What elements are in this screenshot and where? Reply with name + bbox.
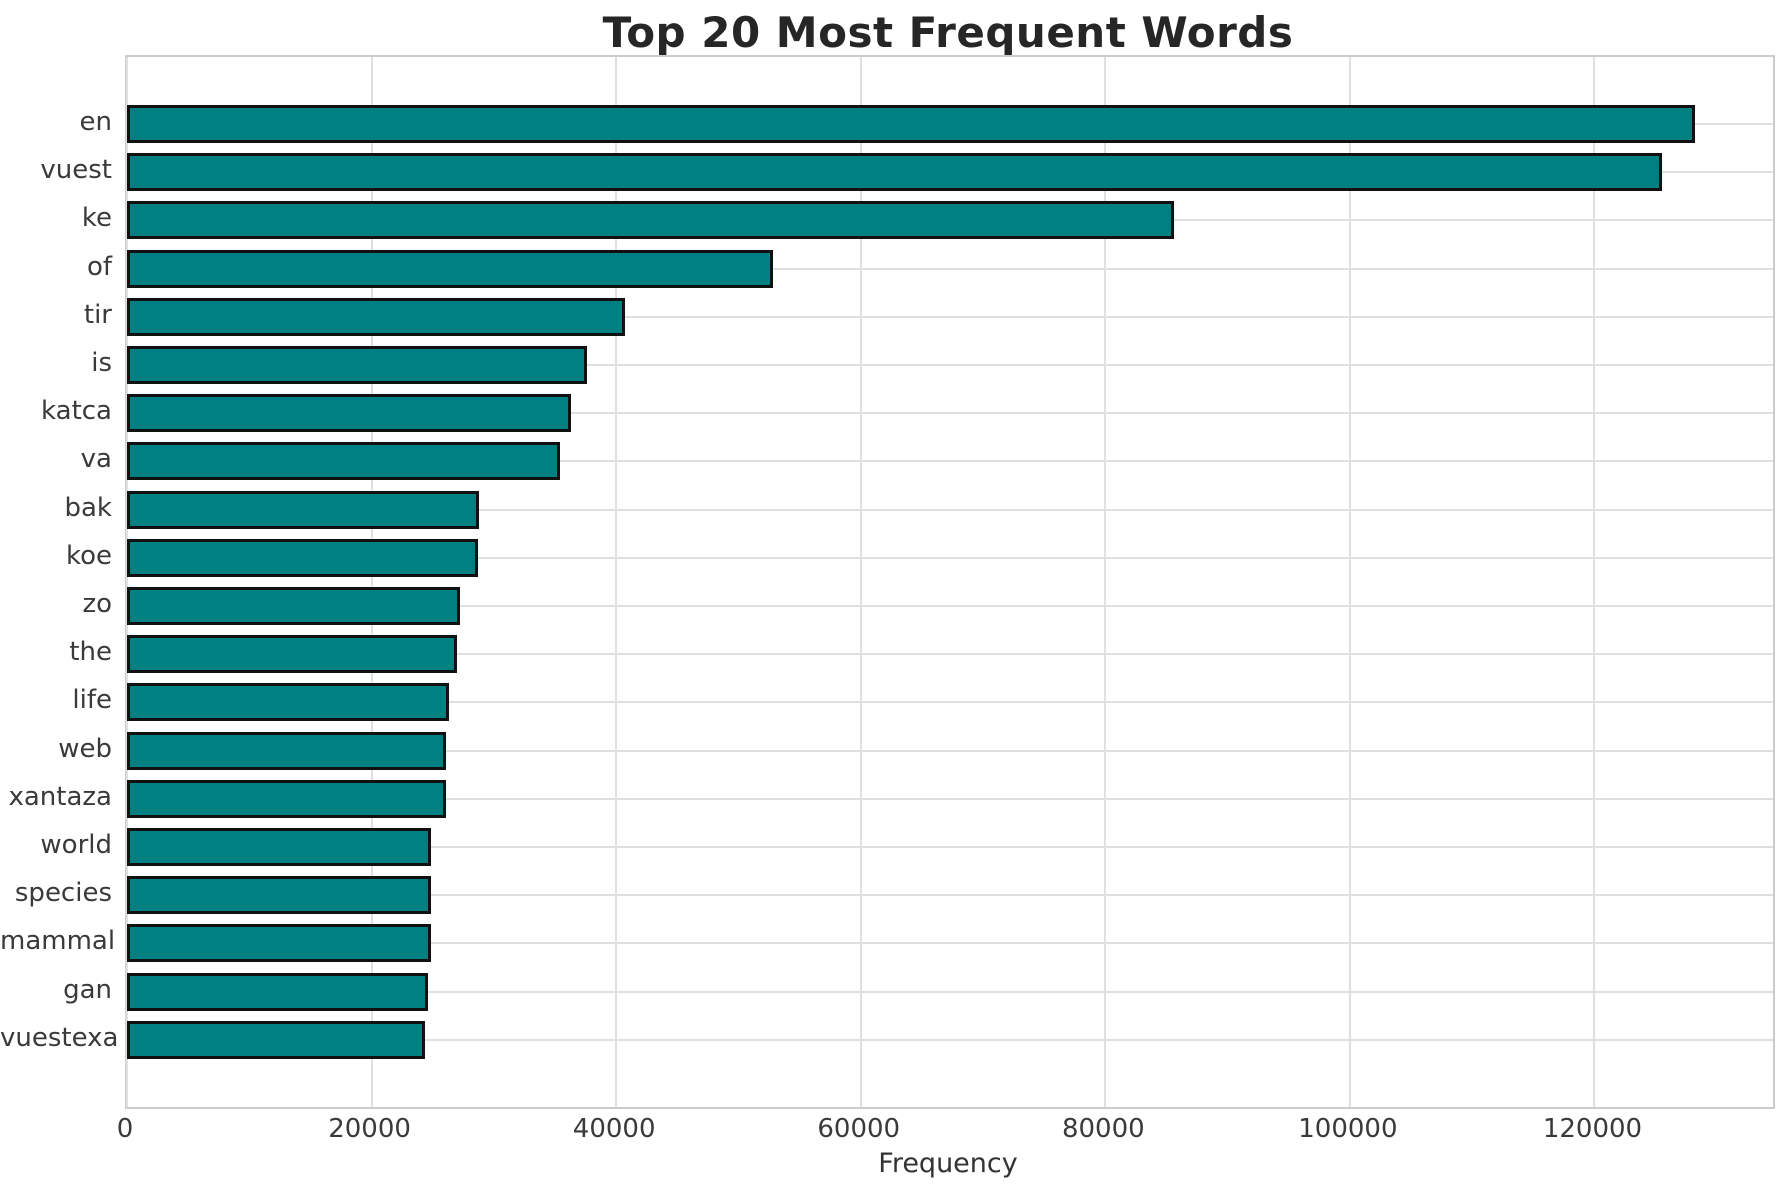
y-gridline	[127, 605, 1773, 607]
bar-en	[127, 105, 1695, 143]
y-tick-label-is: is	[91, 348, 112, 378]
x-gridline	[370, 57, 373, 1107]
bar-va	[127, 442, 560, 481]
y-gridline	[127, 701, 1773, 704]
x-tick-label: 20000	[328, 1114, 411, 1144]
y-tick-label-ke: ke	[81, 203, 112, 234]
y-tick-label-web: web	[58, 733, 112, 764]
x-gridline	[1348, 57, 1351, 1107]
x-tick-label: 120000	[1542, 1114, 1643, 1144]
x-gridline	[1593, 57, 1596, 1107]
x-gridline	[1104, 57, 1107, 1107]
bar-life	[127, 683, 449, 722]
x-tick-label: 100000	[1298, 1114, 1398, 1144]
y-tick-label-mammal: mammal	[0, 926, 116, 957]
y-tick-label-vuest: vuest	[40, 155, 112, 186]
y-tick-label-bak: bak	[64, 492, 113, 523]
x-tick-label: 40000	[572, 1114, 656, 1144]
bar-zo	[127, 587, 460, 625]
y-tick-label-vuestexa: vuestexa	[0, 1022, 119, 1053]
x-gridline	[859, 57, 862, 1107]
bar-katca	[127, 394, 571, 433]
y-gridline	[127, 508, 1773, 511]
bar-tir	[127, 297, 625, 336]
y-tick-label-life: life	[72, 685, 112, 716]
y-tick-label-tir: tir	[83, 299, 112, 330]
bar-species	[127, 876, 432, 915]
y-gridline	[127, 364, 1773, 366]
x-tick-label: 80000	[1061, 1114, 1145, 1144]
y-tick-label-gan: gan	[63, 974, 112, 1005]
y-gridline	[127, 846, 1773, 848]
y-gridline	[127, 653, 1773, 656]
y-gridline	[127, 942, 1773, 945]
bar-vuestexa	[127, 1020, 426, 1059]
y-tick-label-zo: zo	[82, 589, 112, 619]
plot-area	[125, 55, 1775, 1109]
y-tick-label-species: species	[14, 878, 112, 909]
y-gridline	[127, 990, 1773, 993]
y-gridline	[127, 894, 1773, 897]
y-gridline	[127, 412, 1773, 415]
bar-is	[127, 346, 587, 384]
x-tick-label: 0	[116, 1114, 134, 1144]
y-gridline	[127, 556, 1773, 559]
y-tick-label-xantaza: xantaza	[8, 781, 112, 812]
y-tick-label-world: world	[40, 830, 112, 860]
x-axis-title: Frequency	[878, 1148, 1018, 1179]
bar-bak	[127, 490, 480, 529]
bar-web	[127, 731, 447, 770]
x-tick-label: 60000	[817, 1114, 901, 1144]
bar-the	[127, 635, 458, 674]
bar-vuest	[127, 153, 1662, 192]
bar-xantaza	[127, 779, 446, 818]
bar-mammal	[127, 924, 431, 963]
bar-gan	[127, 972, 428, 1011]
bar-ke	[127, 201, 1174, 240]
y-gridline	[127, 460, 1773, 463]
y-gridline	[127, 267, 1773, 270]
y-tick-label-of: of	[86, 251, 112, 282]
y-tick-label-the: the	[69, 637, 112, 668]
y-gridline	[127, 749, 1773, 752]
y-tick-label-katca: katca	[41, 396, 112, 427]
y-tick-label-en: en	[79, 107, 112, 137]
y-tick-label-va: va	[80, 444, 112, 475]
y-gridline	[127, 797, 1773, 800]
x-gridline	[615, 57, 618, 1107]
y-gridline	[127, 315, 1773, 318]
bar-koe	[127, 538, 478, 577]
y-gridline	[127, 1038, 1773, 1041]
x-gridline	[126, 57, 128, 1107]
y-tick-label-koe: koe	[65, 540, 112, 571]
chart-title: Top 20 Most Frequent Words	[602, 8, 1294, 57]
bar-world	[127, 828, 432, 866]
bar-of	[127, 249, 773, 288]
